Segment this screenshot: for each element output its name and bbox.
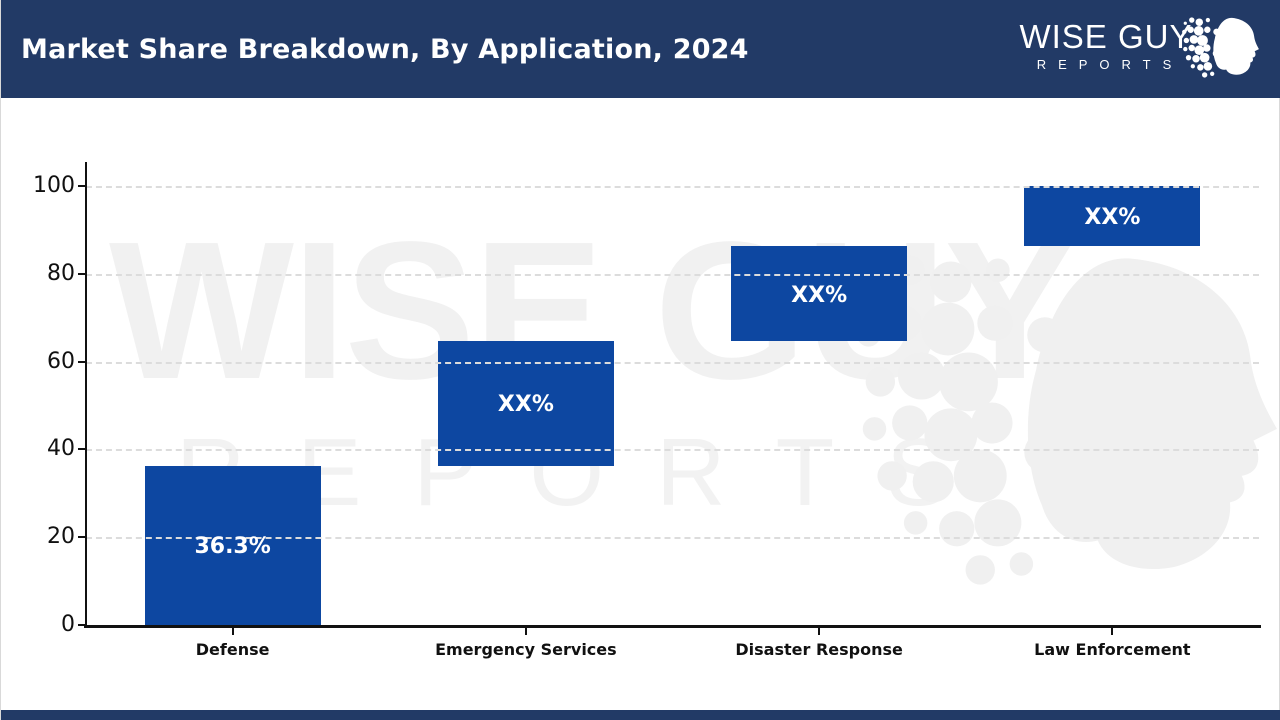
x-category-label-3: Law Enforcement <box>1034 640 1191 659</box>
gridline-20 <box>86 537 1259 540</box>
x-tick-mark-3 <box>1111 628 1114 635</box>
y-tick-label-100: 100 <box>33 172 75 198</box>
gridline-60 <box>86 361 1259 364</box>
bar-value-label-2: XX% <box>791 282 848 308</box>
y-tick-label-40: 40 <box>47 436 75 462</box>
bar-segment-2 <box>731 246 908 341</box>
brand-logo-line2: REPORTS <box>1036 57 1184 72</box>
bar-segment-0 <box>144 465 321 625</box>
bar-value-label-1: XX% <box>497 392 554 418</box>
brand-logo: WISE GUY REPORTS <box>1015 6 1267 92</box>
x-category-label-1: Emergency Services <box>435 640 617 659</box>
gridline-100 <box>86 185 1259 188</box>
x-tick-mark-0 <box>231 628 234 635</box>
bar-segment-3 <box>1024 185 1201 247</box>
x-tick-mark-2 <box>818 628 821 635</box>
y-tick-mark-0 <box>78 624 85 626</box>
plot-area: 36.3% XX% XX% XX% <box>86 164 1259 625</box>
y-axis-spine <box>85 162 87 628</box>
x-axis-spine <box>84 625 1261 628</box>
y-tick-mark-80 <box>78 272 85 275</box>
y-tick-label-20: 20 <box>47 524 75 550</box>
header-bar: Market Share Breakdown, By Application, … <box>1 0 1280 98</box>
y-tick-mark-100 <box>78 184 85 187</box>
y-tick-label-0: 0 <box>61 612 75 637</box>
y-tick-mark-20 <box>78 536 85 539</box>
footer-bar <box>1 710 1280 720</box>
y-tick-mark-40 <box>78 448 85 451</box>
watermark: WISE GUY REPORTS <box>1 98 1280 710</box>
brand-logo-text: WISE GUY REPORTS <box>1015 18 1197 73</box>
bar-value-label-0: 36.3% <box>194 534 271 560</box>
x-tick-mark-1 <box>524 628 527 635</box>
bar-value-label-3: XX% <box>1084 205 1141 231</box>
x-category-label-2: Disaster Response <box>735 640 903 659</box>
y-tick-label-80: 80 <box>47 260 75 286</box>
brand-head-icon <box>1182 17 1259 78</box>
y-tick-mark-60 <box>78 360 85 363</box>
gridline-80 <box>86 273 1259 276</box>
x-category-label-0: Defense <box>195 640 270 659</box>
gridline-40 <box>86 449 1259 452</box>
chart-title: Market Share Breakdown, By Application, … <box>21 33 749 65</box>
brand-logo-line1: WISE GUY <box>1019 18 1193 55</box>
y-tick-label-60: 60 <box>47 348 75 374</box>
